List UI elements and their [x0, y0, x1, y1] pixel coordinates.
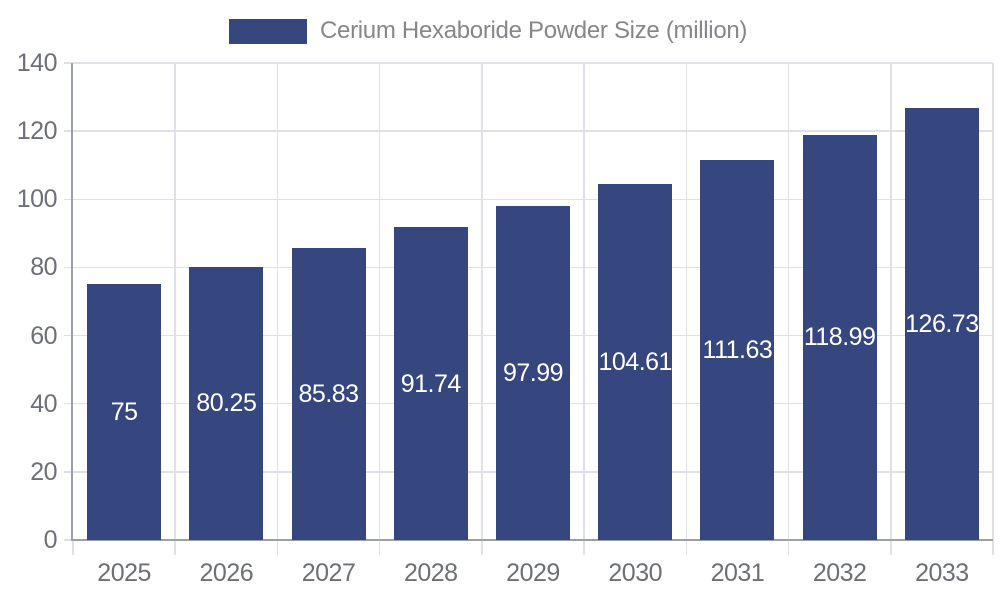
y-tick-label: 40	[30, 389, 57, 418]
chart-legend[interactable]: Cerium Hexaboride Powder Size (million)	[229, 17, 747, 45]
y-axis-tick	[64, 334, 73, 337]
gridline-vertical	[481, 63, 483, 540]
gridline-vertical	[992, 63, 994, 540]
x-tick-label: 2028	[403, 559, 458, 587]
x-tick-label: 2026	[199, 559, 254, 587]
gridline-vertical	[378, 63, 381, 540]
x-axis-tick	[72, 540, 74, 555]
y-axis-tick	[64, 198, 73, 201]
y-axis-tick	[64, 62, 73, 64]
bar-value-label: 104.61	[598, 347, 672, 376]
x-axis-tick	[685, 540, 688, 555]
x-axis-tick	[378, 540, 381, 555]
bar-value-label: 111.63	[702, 335, 773, 364]
legend-swatch	[229, 18, 307, 44]
gridline-vertical	[890, 63, 892, 540]
gridline-vertical	[174, 63, 176, 540]
x-axis-tick	[276, 540, 279, 555]
bar[interactable]	[496, 206, 570, 540]
gridline-vertical	[787, 63, 790, 540]
y-tick-label: 60	[30, 321, 57, 350]
x-axis-tick	[481, 540, 483, 555]
x-tick-label: 2027	[301, 559, 356, 587]
y-axis-line	[71, 63, 73, 540]
y-axis-tick	[64, 130, 73, 132]
bar[interactable]	[802, 134, 877, 540]
x-tick-label: 2025	[97, 559, 151, 587]
gridline-vertical	[685, 63, 688, 540]
gridline-vertical	[276, 63, 279, 540]
y-tick-label: 120	[16, 117, 58, 146]
x-axis-tick	[583, 540, 585, 555]
bar[interactable]	[904, 108, 979, 540]
y-axis-tick	[64, 539, 73, 541]
bar[interactable]	[700, 159, 775, 540]
x-tick-label: 2031	[710, 559, 765, 587]
x-axis-line	[71, 539, 993, 541]
y-axis-tick	[64, 402, 73, 405]
x-axis-tick	[174, 540, 176, 555]
bar[interactable]	[87, 284, 162, 540]
y-tick-label: 100	[16, 185, 58, 214]
bar-value-label: 126.73	[905, 310, 979, 339]
bar[interactable]	[291, 247, 366, 540]
y-axis-tick	[64, 471, 73, 473]
y-tick-label: 20	[30, 457, 57, 486]
y-tick-label: 0	[43, 526, 58, 554]
bar[interactable]	[598, 183, 673, 540]
x-axis-tick	[890, 540, 892, 555]
gridline-horizontal	[73, 62, 993, 64]
bar-value-label: 91.74	[400, 369, 462, 398]
gridline-vertical	[583, 63, 585, 540]
x-tick-label: 2030	[608, 559, 663, 587]
x-tick-label: 2032	[812, 559, 867, 587]
bar-value-label: 97.99	[502, 359, 564, 388]
y-tick-label: 80	[30, 253, 57, 282]
y-axis-tick	[64, 266, 73, 269]
bar[interactable]	[393, 227, 468, 540]
x-tick-label: 2033	[915, 559, 969, 587]
bar-value-label: 80.25	[196, 389, 257, 418]
gridline-horizontal	[73, 198, 993, 201]
bar[interactable]	[189, 266, 264, 540]
x-tick-label: 2029	[506, 559, 560, 587]
bar-value-label: 118.99	[803, 323, 876, 352]
legend-label: Cerium Hexaboride Powder Size (million)	[320, 17, 748, 44]
bar-value-label: 75	[110, 398, 138, 427]
bar-value-label: 85.83	[298, 379, 360, 408]
gridline-horizontal	[73, 130, 993, 132]
x-axis-tick	[787, 540, 790, 555]
x-axis-tick	[992, 540, 994, 555]
y-tick-label: 140	[16, 49, 58, 77]
